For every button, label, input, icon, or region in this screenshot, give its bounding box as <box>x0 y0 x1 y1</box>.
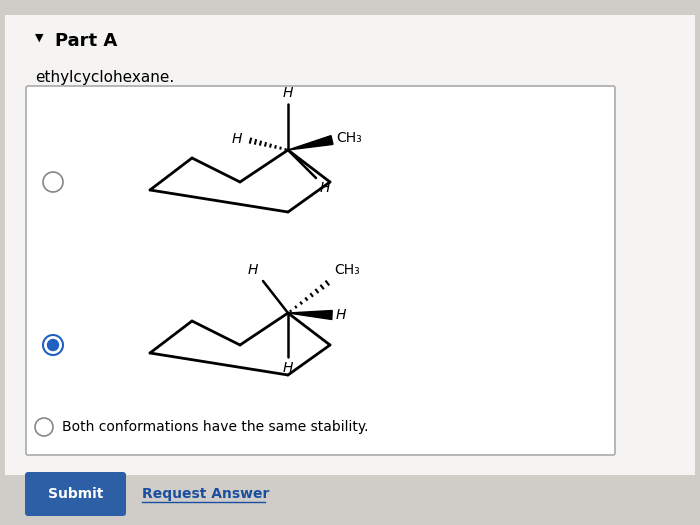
FancyBboxPatch shape <box>5 15 695 475</box>
Polygon shape <box>288 135 333 150</box>
FancyBboxPatch shape <box>25 472 126 516</box>
Text: CH₃: CH₃ <box>336 131 362 145</box>
Text: Request Answer: Request Answer <box>142 487 270 501</box>
Text: H: H <box>283 86 293 100</box>
Text: Submit: Submit <box>48 487 103 501</box>
Text: ethylcyclohexane.: ethylcyclohexane. <box>35 70 174 85</box>
Circle shape <box>43 172 63 192</box>
Text: H: H <box>320 181 330 195</box>
Text: H: H <box>336 308 346 322</box>
FancyBboxPatch shape <box>26 86 615 455</box>
Text: H: H <box>283 361 293 375</box>
Text: ▼: ▼ <box>35 33 43 43</box>
Circle shape <box>43 335 63 355</box>
Circle shape <box>35 418 53 436</box>
Text: CH₃: CH₃ <box>334 263 360 277</box>
Polygon shape <box>288 310 332 320</box>
Text: H: H <box>232 132 242 146</box>
Text: Part A: Part A <box>55 32 118 50</box>
Text: Both conformations have the same stability.: Both conformations have the same stabili… <box>62 420 368 434</box>
Circle shape <box>48 340 59 351</box>
Text: H: H <box>248 263 258 277</box>
